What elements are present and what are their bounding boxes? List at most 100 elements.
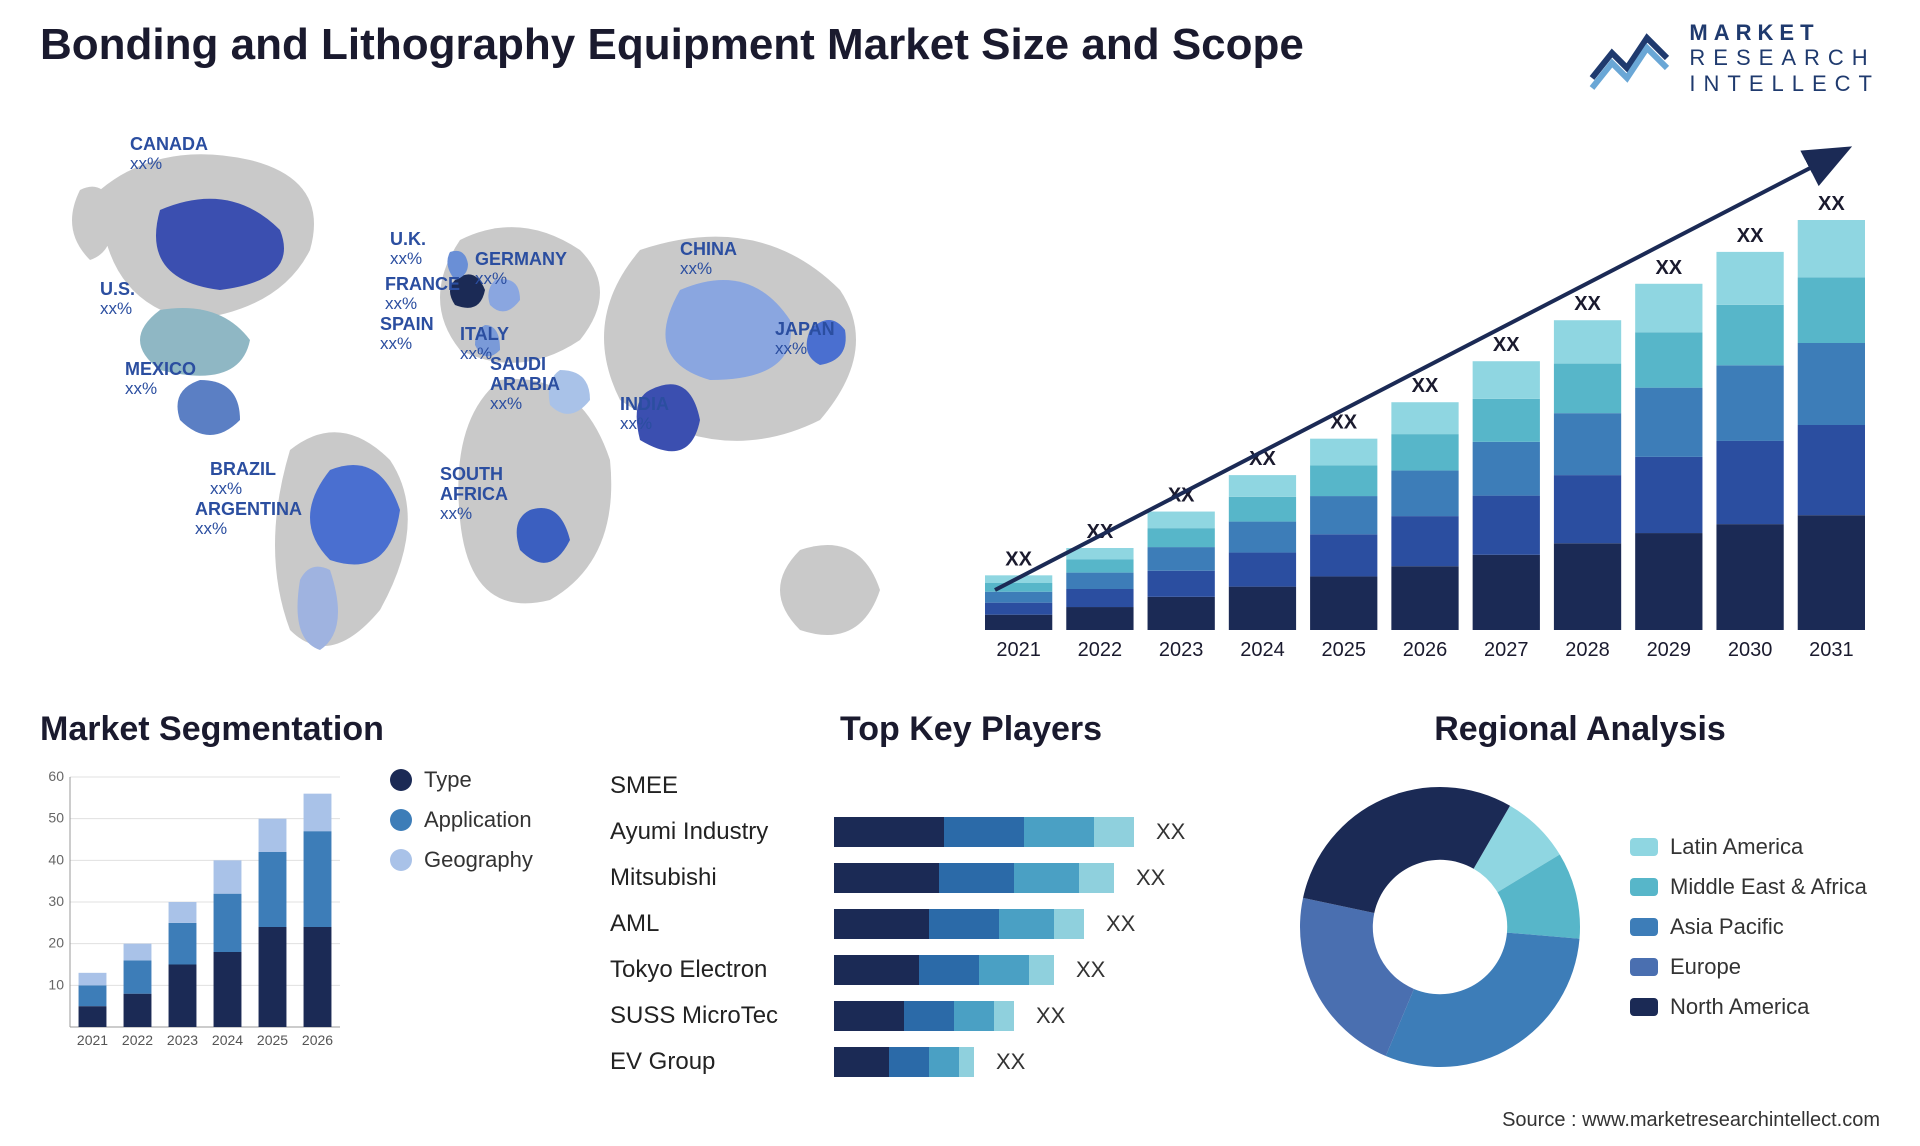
brand-logo: MARKET RESEARCH INTELLECT — [1587, 20, 1880, 96]
main-bar-seg — [985, 615, 1052, 630]
player-row: SMEE — [610, 767, 1240, 805]
players-list: SMEEAyumi IndustryXXMitsubishiXXAMLXXTok… — [610, 767, 1240, 1081]
main-bar-seg — [1554, 413, 1621, 475]
donut-slice — [1386, 933, 1580, 1067]
swatch-icon — [1630, 998, 1658, 1016]
main-bar-year: 2021 — [996, 639, 1041, 661]
seg-bar — [259, 852, 287, 927]
player-row: AMLXX — [610, 905, 1240, 943]
regional-legend-row: North America — [1630, 994, 1867, 1020]
main-bar-seg — [1716, 305, 1783, 365]
seg-bar — [79, 1006, 107, 1027]
main-bar-label: XX — [1818, 193, 1845, 215]
main-bar-seg — [1066, 559, 1133, 572]
main-bar-label: XX — [1574, 293, 1601, 315]
seg-legend-label: Geography — [424, 847, 533, 873]
segmentation-chart: 102030405060202120222023202420252026 — [40, 767, 360, 1087]
player-bar-seg — [1029, 955, 1054, 985]
player-bar-seg — [834, 1047, 889, 1077]
main-bar-seg — [1229, 553, 1296, 587]
seg-bar — [259, 927, 287, 1027]
player-bar-seg — [834, 1001, 904, 1031]
player-bar-seg — [1014, 863, 1079, 893]
main-bar-seg — [1066, 607, 1133, 630]
player-value: XX — [1076, 957, 1105, 983]
main-bar-seg — [985, 583, 1052, 592]
main-bar-seg — [1473, 399, 1540, 442]
main-bar-seg — [1473, 555, 1540, 630]
player-value: XX — [1106, 911, 1135, 937]
svg-text:2024: 2024 — [212, 1032, 243, 1048]
main-bar-seg — [1310, 439, 1377, 466]
seg-bar — [124, 994, 152, 1027]
main-bar-seg — [1716, 252, 1783, 305]
segmentation-section: Market Segmentation 10203040506020212022… — [40, 710, 580, 1110]
player-bar-seg — [1024, 817, 1094, 847]
player-bar-seg — [1054, 909, 1084, 939]
main-bar-seg — [1798, 277, 1865, 343]
seg-bar — [304, 794, 332, 832]
main-bar-seg — [1635, 332, 1702, 387]
main-bar-seg — [1391, 434, 1458, 470]
header: Bonding and Lithography Equipment Market… — [40, 20, 1880, 110]
swatch-icon — [390, 769, 412, 791]
main-bar-seg — [1066, 589, 1133, 607]
seg-bar — [214, 860, 242, 893]
main-bar-seg — [1473, 361, 1540, 399]
player-bar — [834, 1047, 974, 1077]
seg-legend-label: Application — [424, 807, 532, 833]
map-label: SAUDIARABIAxx% — [490, 355, 560, 413]
swatch-icon — [390, 849, 412, 871]
seg-bar — [169, 965, 197, 1028]
svg-text:2021: 2021 — [77, 1032, 108, 1048]
player-bar-seg — [834, 955, 919, 985]
swatch-icon — [1630, 958, 1658, 976]
svg-text:20: 20 — [48, 935, 64, 951]
svg-text:2023: 2023 — [167, 1032, 198, 1048]
seg-legend-label: Type — [424, 767, 472, 793]
player-bar-seg — [1079, 863, 1114, 893]
map-label: ARGENTINAxx% — [195, 500, 302, 538]
main-bar-seg — [1148, 547, 1215, 571]
swatch-icon — [1630, 918, 1658, 936]
main-bar-seg — [1066, 573, 1133, 589]
map-label: SPAINxx% — [380, 315, 434, 353]
svg-text:30: 30 — [48, 893, 64, 909]
map-label: GERMANYxx% — [475, 250, 567, 288]
main-bar-seg — [1310, 576, 1377, 630]
main-bar-year: 2030 — [1728, 639, 1773, 661]
player-value: XX — [1036, 1003, 1065, 1029]
player-bar-seg — [834, 863, 939, 893]
main-bar-seg — [1798, 425, 1865, 515]
regional-donut — [1280, 767, 1600, 1087]
seg-bar — [79, 973, 107, 986]
svg-text:50: 50 — [48, 810, 64, 826]
player-bar-seg — [979, 955, 1029, 985]
main-bar-seg — [1229, 475, 1296, 497]
player-bar-seg — [929, 909, 999, 939]
main-bar-seg — [1229, 522, 1296, 553]
svg-text:60: 60 — [48, 768, 64, 784]
regional-title: Regional Analysis — [1280, 710, 1880, 749]
players-section: Top Key Players SMEEAyumi IndustryXXMits… — [610, 710, 1240, 1110]
main-bar-seg — [1473, 442, 1540, 496]
main-bar-year: 2031 — [1809, 639, 1854, 661]
player-bar-seg — [834, 817, 944, 847]
player-row: SUSS MicroTecXX — [610, 997, 1240, 1035]
player-bar-seg — [904, 1001, 954, 1031]
player-bar — [834, 955, 1054, 985]
main-bar-seg — [1554, 543, 1621, 630]
main-bar-year: 2023 — [1159, 639, 1204, 661]
logo-icon — [1587, 23, 1677, 93]
main-bar-label: XX — [1737, 225, 1764, 247]
map-label: INDIAxx% — [620, 395, 669, 433]
player-name: Tokyo Electron — [610, 956, 820, 984]
map-label: FRANCExx% — [385, 275, 460, 313]
main-bar-year: 2025 — [1321, 639, 1366, 661]
main-bar-seg — [1635, 533, 1702, 630]
map-label: JAPANxx% — [775, 320, 835, 358]
main-bar-seg — [1635, 388, 1702, 457]
regional-legend-label: North America — [1670, 994, 1809, 1020]
main-bar-year: 2027 — [1484, 639, 1529, 661]
map-label: U.S.xx% — [100, 280, 135, 318]
